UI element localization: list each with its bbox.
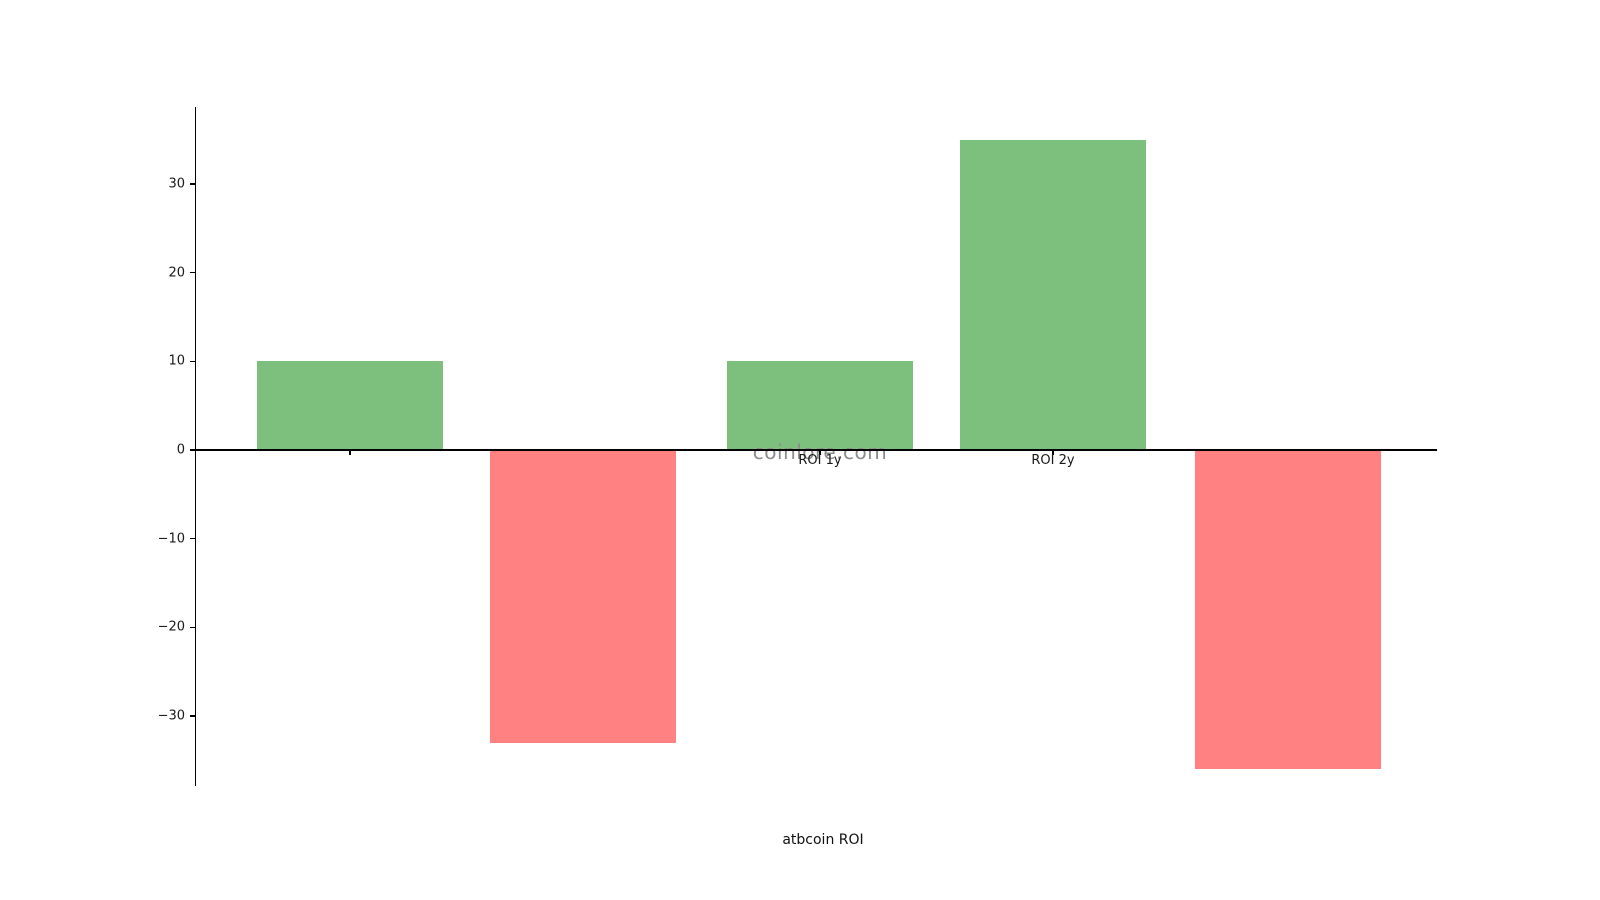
- bar-index-0: [257, 361, 443, 450]
- x-tick-2: [819, 450, 821, 455]
- y-tick-10: [190, 360, 195, 362]
- y-tick-0: [190, 449, 195, 451]
- y-tick-label--10: −10: [157, 531, 185, 547]
- x-label-roi-1y: ROI 1y: [798, 453, 842, 468]
- y-tick-label-10: 10: [168, 353, 185, 369]
- bar-ROI 2y: [960, 139, 1146, 450]
- bar-index-4: [1195, 450, 1381, 770]
- y-tick-label-20: 20: [168, 265, 185, 281]
- bar-index-1: [490, 450, 676, 743]
- coinlore-watermark: coinlore.com: [752, 440, 888, 464]
- y-tick--20: [190, 626, 195, 629]
- y-tick-label--20: −20: [157, 619, 185, 635]
- y-tick-label-0: 0: [176, 442, 185, 458]
- x-axis-line: [195, 449, 1437, 451]
- x-label-roi-2y: ROI 2y: [1031, 453, 1075, 468]
- x-tick-0: [349, 450, 351, 455]
- y-tick--30: [190, 715, 195, 717]
- y-tick-30: [190, 183, 195, 185]
- y-tick-20: [190, 271, 195, 274]
- bar-ROI 1y: [727, 361, 913, 450]
- y-tick-label-30: 30: [168, 176, 185, 192]
- y-tick--10: [190, 538, 195, 540]
- chart-title: atbcoin ROI: [782, 832, 864, 848]
- y-axis-spine: [195, 107, 197, 786]
- y-tick-label--30: −30: [157, 708, 185, 724]
- x-tick-3: [1052, 450, 1054, 455]
